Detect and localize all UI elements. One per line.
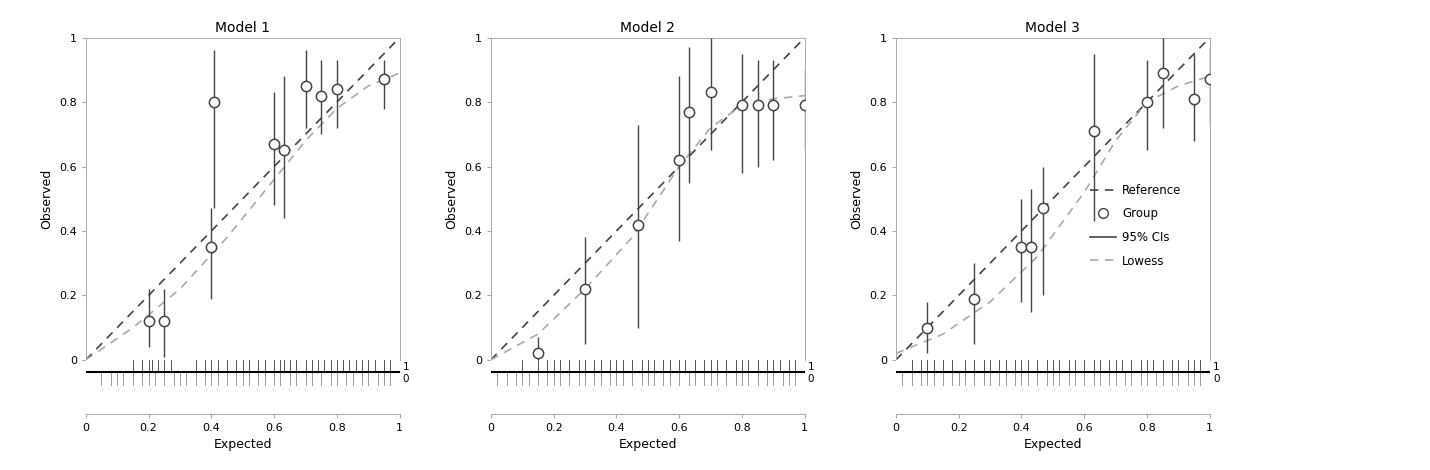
Point [699, 89, 722, 96]
Title: Model 2: Model 2 [621, 21, 675, 35]
X-axis label: Expected: Expected [619, 438, 676, 451]
Text: 1: 1 [403, 362, 409, 372]
Y-axis label: Observed: Observed [851, 169, 864, 229]
Point [326, 86, 349, 93]
Point [1135, 98, 1158, 106]
Point [1151, 69, 1174, 77]
Point [668, 157, 691, 164]
Point [1010, 243, 1032, 251]
Point [137, 317, 160, 325]
Legend: Reference, Group, 95% CIs, Lowess: Reference, Group, 95% CIs, Lowess [1085, 179, 1187, 272]
Point [626, 221, 649, 228]
Point [1198, 76, 1221, 83]
Text: 0: 0 [1213, 374, 1220, 384]
Point [1020, 243, 1042, 251]
Point [794, 102, 817, 109]
Point [272, 147, 295, 154]
Point [1183, 95, 1205, 102]
Text: 0: 0 [403, 374, 409, 384]
Point [762, 102, 785, 109]
Point [746, 102, 769, 109]
Y-axis label: Observed: Observed [446, 169, 459, 229]
X-axis label: Expected: Expected [213, 438, 272, 451]
Title: Model 3: Model 3 [1025, 21, 1080, 35]
Point [295, 82, 317, 90]
Text: 1: 1 [808, 362, 815, 372]
Point [153, 317, 176, 325]
Point [373, 76, 396, 83]
Point [1083, 127, 1105, 135]
Point [678, 108, 701, 116]
Text: 0: 0 [808, 374, 814, 384]
Point [200, 243, 223, 251]
Text: 1: 1 [1213, 362, 1220, 372]
Title: Model 1: Model 1 [216, 21, 270, 35]
Point [203, 98, 226, 106]
Point [1032, 204, 1055, 212]
Y-axis label: Observed: Observed [40, 169, 53, 229]
Point [263, 140, 286, 148]
Point [915, 324, 938, 331]
X-axis label: Expected: Expected [1024, 438, 1083, 451]
Point [526, 350, 549, 357]
Point [310, 92, 333, 99]
Point [962, 295, 985, 302]
Point [731, 102, 754, 109]
Point [573, 285, 596, 293]
